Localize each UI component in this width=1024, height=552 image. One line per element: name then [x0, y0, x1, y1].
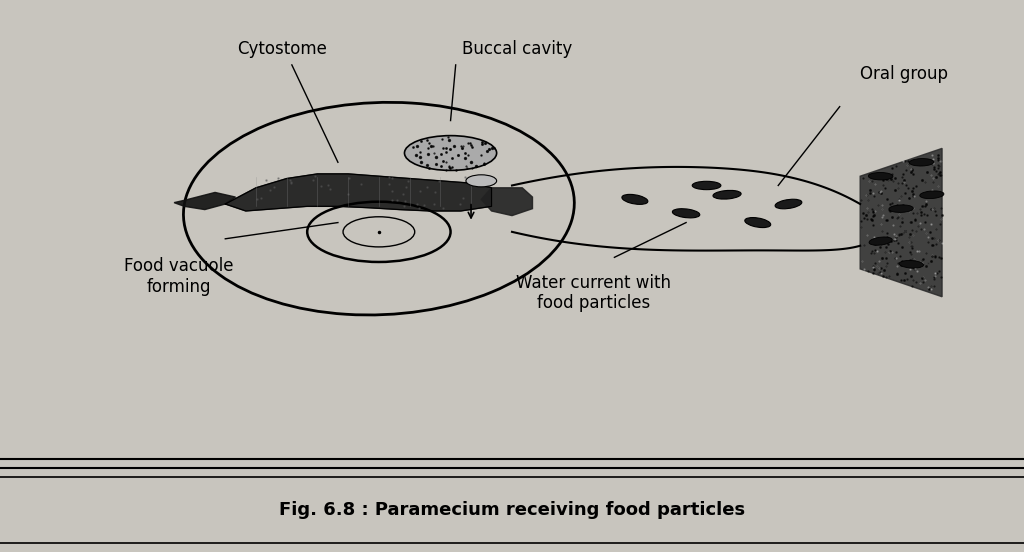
Text: Cytostome: Cytostome [237, 40, 327, 58]
Text: Water current with
food particles: Water current with food particles [516, 274, 672, 312]
Ellipse shape [868, 172, 893, 180]
Ellipse shape [404, 136, 497, 171]
Polygon shape [225, 174, 492, 211]
Ellipse shape [622, 194, 648, 204]
Ellipse shape [909, 158, 934, 166]
Ellipse shape [466, 175, 497, 187]
Text: Food vacuole
forming: Food vacuole forming [125, 257, 233, 296]
Polygon shape [481, 188, 532, 216]
Ellipse shape [775, 199, 802, 209]
Ellipse shape [899, 261, 924, 268]
Polygon shape [174, 193, 236, 210]
Text: Buccal cavity: Buccal cavity [462, 40, 572, 58]
Ellipse shape [744, 217, 771, 227]
Text: Oral group: Oral group [860, 66, 948, 83]
Ellipse shape [673, 209, 699, 218]
Polygon shape [860, 148, 942, 297]
Ellipse shape [692, 181, 721, 190]
Ellipse shape [889, 205, 913, 213]
Text: Fig. 6.8 : Paramecium receiving food particles: Fig. 6.8 : Paramecium receiving food par… [279, 501, 745, 519]
Ellipse shape [920, 191, 944, 199]
Ellipse shape [869, 237, 892, 245]
Ellipse shape [713, 190, 741, 199]
